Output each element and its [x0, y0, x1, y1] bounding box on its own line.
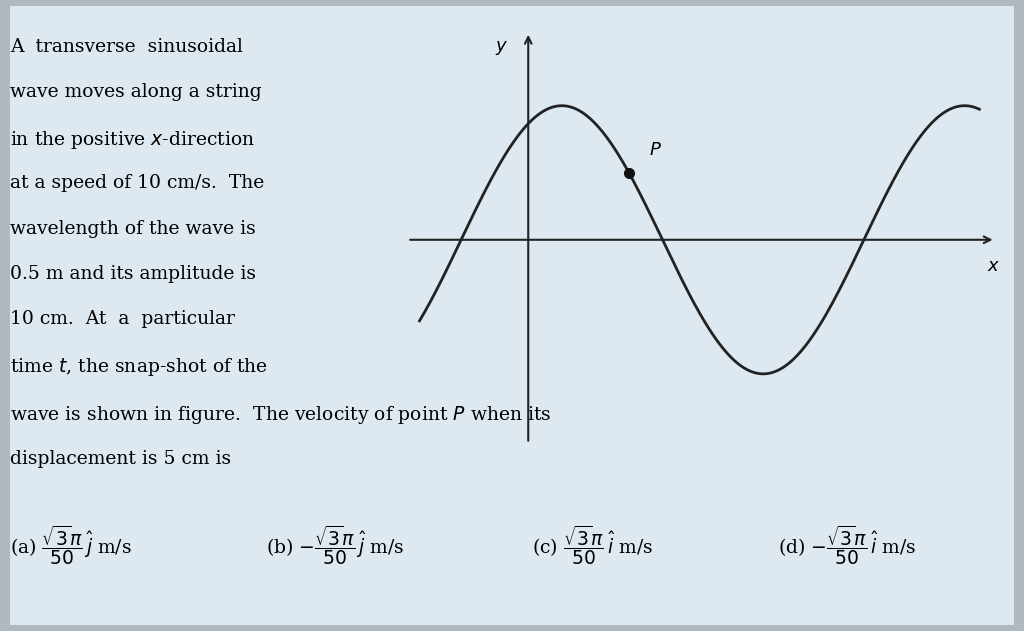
Text: in the positive $x$-direction: in the positive $x$-direction — [10, 129, 255, 151]
Text: $y$: $y$ — [495, 38, 508, 57]
Text: wave is shown in figure.  The velocity of point $P$ when its: wave is shown in figure. The velocity of… — [10, 404, 552, 427]
Text: at a speed of 10 cm/s.  The: at a speed of 10 cm/s. The — [10, 174, 264, 192]
Text: 0.5 m and its amplitude is: 0.5 m and its amplitude is — [10, 265, 256, 283]
Text: displacement is 5 cm is: displacement is 5 cm is — [10, 450, 231, 468]
Text: wave moves along a string: wave moves along a string — [10, 83, 262, 102]
FancyBboxPatch shape — [10, 6, 1014, 625]
Text: (c) $\dfrac{\sqrt{3}\pi}{50}\,\hat{i}$ m/s: (c) $\dfrac{\sqrt{3}\pi}{50}\,\hat{i}$ m… — [532, 522, 653, 567]
Text: time $t$, the snap-shot of the: time $t$, the snap-shot of the — [10, 356, 268, 378]
Text: $P$: $P$ — [649, 141, 662, 159]
Text: (d) $-\dfrac{\sqrt{3}\pi}{50}\,\hat{i}$ m/s: (d) $-\dfrac{\sqrt{3}\pi}{50}\,\hat{i}$ … — [778, 522, 916, 567]
Text: $x$: $x$ — [987, 257, 1000, 275]
Text: 10 cm.  At  a  particular: 10 cm. At a particular — [10, 310, 236, 329]
Text: A  transverse  sinusoidal: A transverse sinusoidal — [10, 38, 243, 56]
Text: wavelength of the wave is: wavelength of the wave is — [10, 220, 256, 238]
Text: (a) $\dfrac{\sqrt{3}\pi}{50}\,\hat{j}$ m/s: (a) $\dfrac{\sqrt{3}\pi}{50}\,\hat{j}$ m… — [10, 522, 132, 567]
Text: (b) $-\dfrac{\sqrt{3}\pi}{50}\,\hat{j}$ m/s: (b) $-\dfrac{\sqrt{3}\pi}{50}\,\hat{j}$ … — [266, 522, 404, 567]
